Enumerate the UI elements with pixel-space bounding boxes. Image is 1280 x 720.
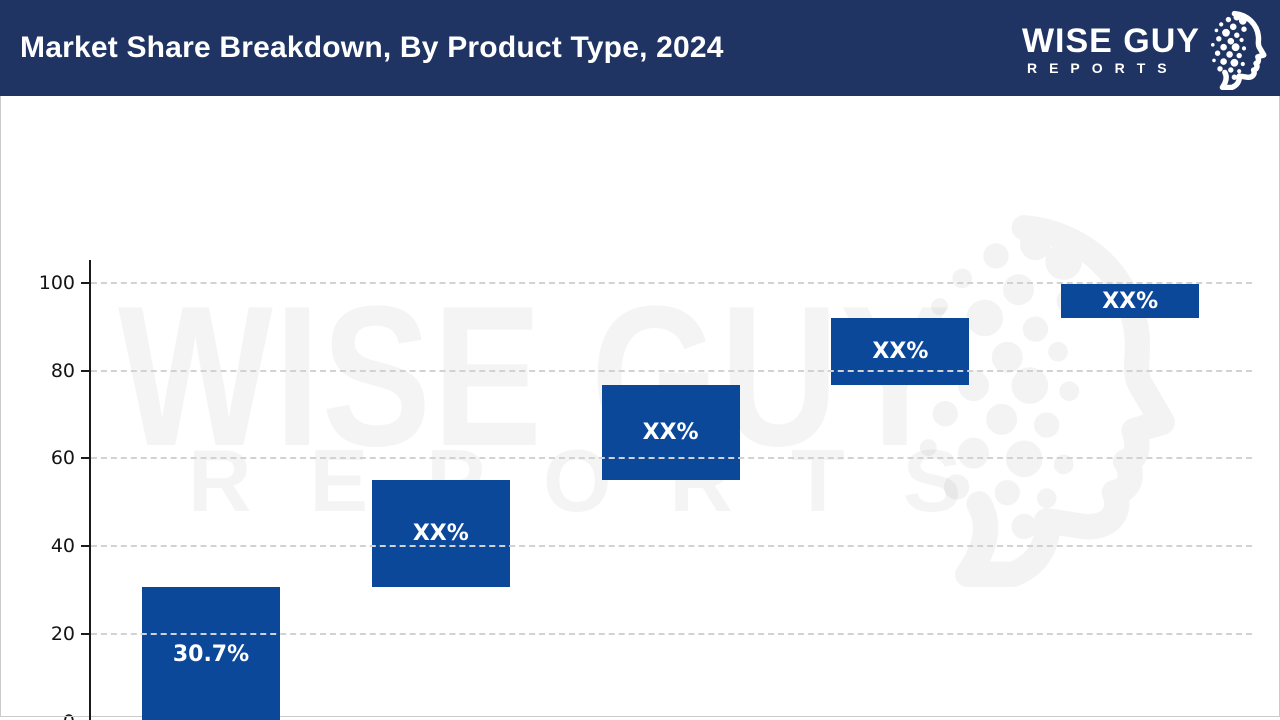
y-tick-label: 60	[50, 447, 75, 470]
bar-surimi-fillets: XX%	[601, 385, 740, 480]
bar-value-label: XX%	[872, 338, 929, 364]
y-tick-label: 100	[38, 271, 75, 294]
gridline	[91, 457, 1252, 460]
logo-subtext: REPORTS	[1026, 60, 1179, 76]
y-tick-label: 0	[0, 711, 75, 720]
y-tick	[81, 369, 89, 372]
wiseguy-logo: WISE GUY REPORTS	[1022, 4, 1268, 94]
logo-wordmark: WISE GUY	[1021, 22, 1200, 60]
watermark-wordmark: WISE GUY	[118, 262, 951, 492]
bar-surimi-sticks: XX%	[831, 317, 970, 386]
y-axis	[89, 260, 91, 720]
bar-surimi-based-products: XX%	[371, 479, 510, 588]
header: Market Share Breakdown, By Product Type,…	[0, 0, 1280, 96]
gridline	[91, 369, 1252, 372]
y-tick	[81, 457, 89, 460]
bar-value-label: 30.7%	[172, 642, 250, 668]
bar-value-label: XX%	[412, 521, 469, 547]
bar-frozen-surimi: 30.7%	[142, 587, 280, 720]
market-share-chart: 02040608010030.7%Frozen SurimiXX%Surimi-…	[0, 96, 1280, 720]
y-tick	[81, 545, 89, 548]
page-title: Market Share Breakdown, By Product Type,…	[20, 31, 724, 64]
gridline	[91, 281, 1252, 284]
bar-value-label: XX%	[1102, 288, 1159, 314]
wiseguy-head-logo-icon	[1211, 10, 1267, 90]
logo-text: WISE GUY REPORTS	[1022, 22, 1200, 76]
gridline	[91, 633, 1252, 636]
y-tick-label: 20	[50, 623, 75, 646]
y-tick	[81, 633, 89, 636]
y-tick-label: 40	[50, 535, 75, 558]
y-tick-label: 80	[50, 359, 75, 382]
bar-value-label: XX%	[642, 419, 699, 445]
watermark-subtext: REPORTS	[188, 430, 1019, 532]
gridline	[91, 545, 1252, 548]
y-tick	[81, 281, 89, 284]
bar-surimi-crabs: XX%	[1061, 284, 1200, 318]
